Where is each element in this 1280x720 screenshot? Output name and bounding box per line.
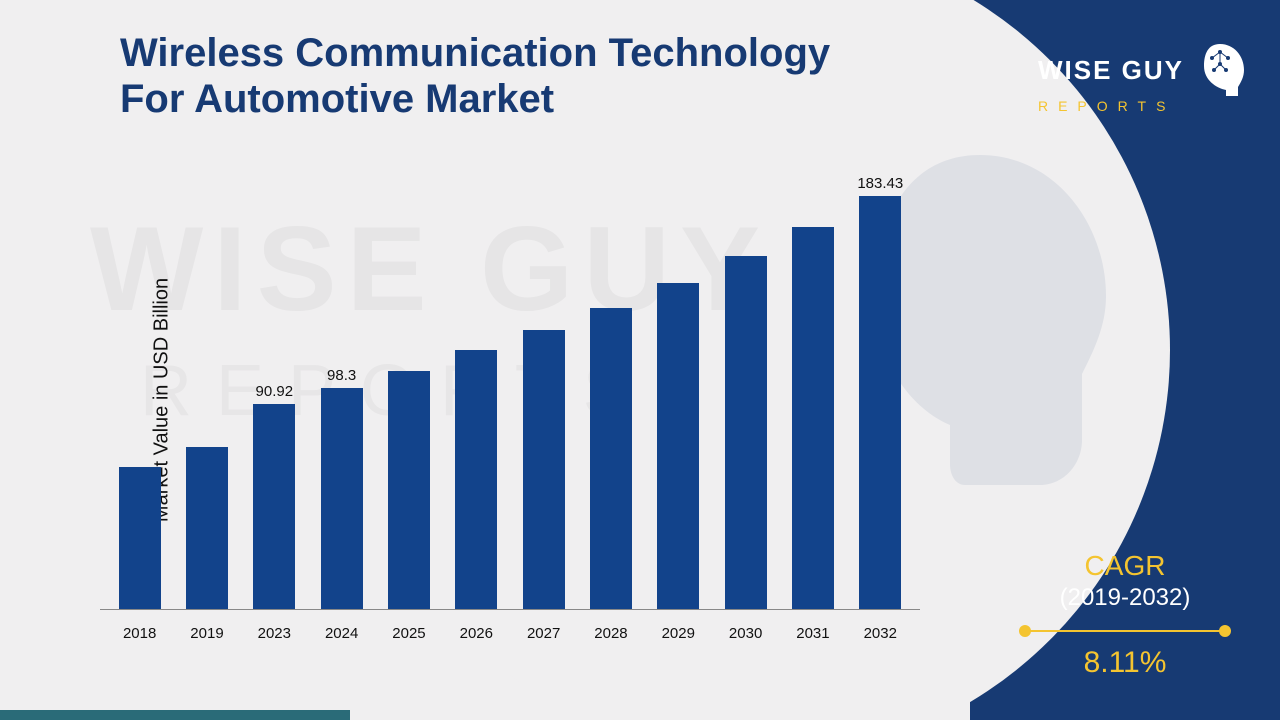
logo-text-bottom: REPORTS xyxy=(1038,98,1250,114)
x-tick-label: 2025 xyxy=(379,625,439,642)
brand-logo: WISE GUY REPORTS xyxy=(1038,40,1250,114)
bar xyxy=(523,330,565,609)
bar-wrap xyxy=(716,256,776,609)
bar xyxy=(455,350,497,609)
cagr-box: CAGR (2019-2032) 8.11% xyxy=(1000,550,1250,680)
bar xyxy=(590,308,632,610)
bar-chart: Market Value in USD Billion 90.9298.3183… xyxy=(50,140,920,660)
bar-value-label: 98.3 xyxy=(327,367,356,384)
x-tick-label: 2024 xyxy=(312,625,372,642)
bar-wrap xyxy=(110,467,170,609)
cagr-title: CAGR xyxy=(1000,550,1250,582)
chart-title: Wireless Communication Technology For Au… xyxy=(120,30,830,122)
bar xyxy=(253,404,295,609)
bar xyxy=(725,256,767,609)
bar-wrap: 183.43 xyxy=(850,175,910,609)
bar xyxy=(388,371,430,610)
x-tick-label: 2026 xyxy=(446,625,506,642)
footer-accent-bar xyxy=(0,710,350,720)
x-tick-label: 2031 xyxy=(783,625,843,642)
bar xyxy=(859,196,901,609)
x-tick-label: 2023 xyxy=(244,625,304,642)
logo-head-icon xyxy=(1190,40,1250,100)
title-line1: Wireless Communication Technology xyxy=(120,30,830,76)
plot-area: 90.92 98.3 183.43 xyxy=(100,160,920,610)
x-tick-label: 2032 xyxy=(850,625,910,642)
x-tick-label: 2019 xyxy=(177,625,237,642)
title-line2: For Automotive Market xyxy=(120,76,830,122)
x-tick-label: 2028 xyxy=(581,625,641,642)
bar-wrap xyxy=(379,371,439,610)
bar-wrap xyxy=(514,330,574,609)
bar-value-label: 183.43 xyxy=(857,175,903,192)
bar-wrap xyxy=(177,447,237,609)
bar-wrap: 90.92 xyxy=(244,383,304,609)
bar xyxy=(321,388,363,609)
bar xyxy=(657,283,699,609)
cagr-divider xyxy=(1025,630,1225,632)
page: WISE GUY REPORTS Wireless Communication … xyxy=(0,0,1280,720)
bar-wrap xyxy=(648,283,708,609)
x-axis-labels: 2018 2019 2023 2024 2025 2026 2027 2028 2029 2030… xyxy=(100,625,920,642)
bar-wrap xyxy=(581,308,641,610)
bar xyxy=(792,227,834,610)
bar-wrap xyxy=(446,350,506,609)
bar-wrap xyxy=(783,227,843,610)
x-tick-label: 2029 xyxy=(648,625,708,642)
bar xyxy=(186,447,228,609)
bars-container: 90.92 98.3 183.43 xyxy=(100,160,920,609)
x-tick-label: 2030 xyxy=(716,625,776,642)
bar xyxy=(119,467,161,609)
logo-text-top: WISE GUY xyxy=(1038,55,1184,86)
cagr-range: (2019-2032) xyxy=(1000,584,1250,612)
x-tick-label: 2018 xyxy=(110,625,170,642)
bar-wrap: 98.3 xyxy=(312,367,372,609)
x-tick-label: 2027 xyxy=(514,625,574,642)
bar-value-label: 90.92 xyxy=(256,383,294,400)
cagr-value: 8.11% xyxy=(1000,646,1250,680)
